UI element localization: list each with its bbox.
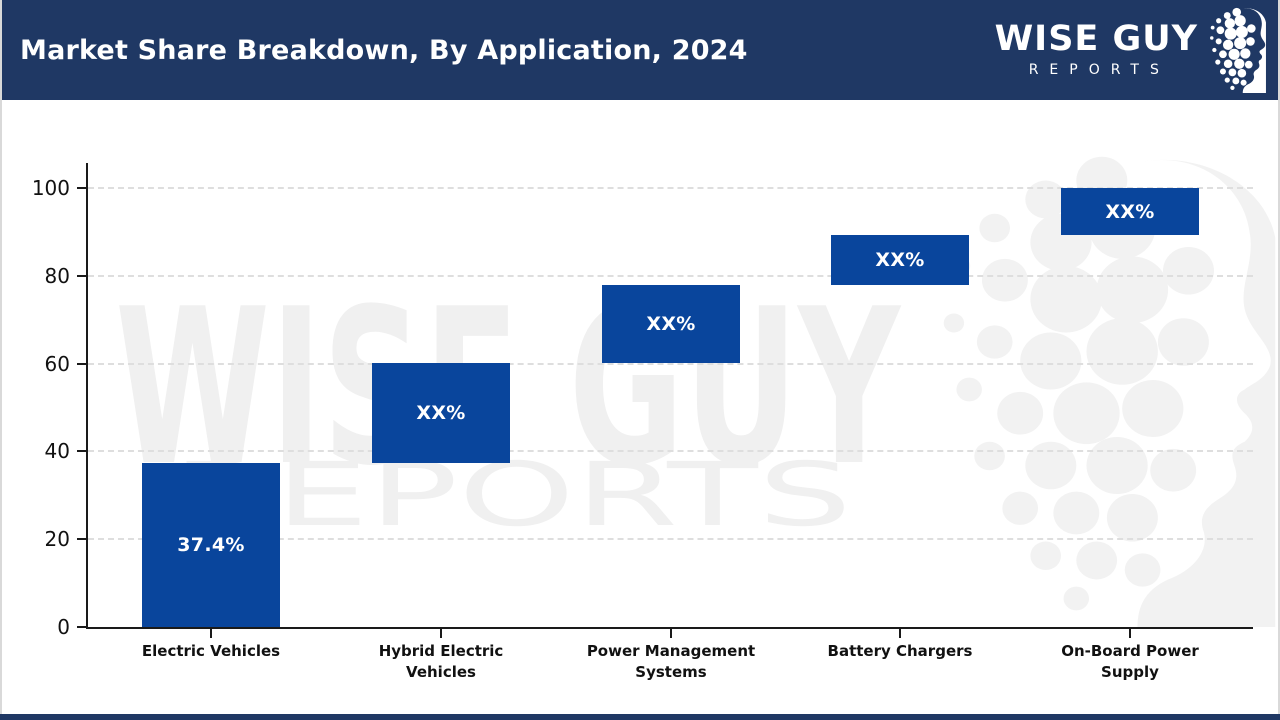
- y-tick-60: [77, 362, 86, 365]
- footer-accent-bar: [0, 714, 1280, 720]
- x-category-label-power-management-systems: Power Management Systems: [586, 642, 756, 681]
- x-axis: [86, 627, 1253, 629]
- y-tick-label-100: 100: [31, 176, 70, 200]
- bar-power-management-systems: XX%: [602, 285, 740, 363]
- chart-area: WISE GUY REPORTS 0 20 40 60 80 100 37.4% Electr…: [0, 100, 1280, 714]
- brand-logo: WISE GUY REPORTS: [995, 7, 1270, 93]
- bar-on-board-power-supply: XX%: [1061, 188, 1199, 236]
- bar-battery-chargers: XX%: [831, 235, 969, 286]
- logo-text: WISE GUY REPORTS: [994, 19, 1198, 79]
- bar-value-label-hybrid-electric-vehicles: XX%: [416, 401, 466, 424]
- bar-value-label-on-board-power-supply: XX%: [1105, 200, 1155, 223]
- x-tick-power-management-systems: [670, 629, 672, 638]
- x-tick-electric-vehicles: [210, 629, 212, 638]
- x-tick-battery-chargers: [899, 629, 901, 638]
- gridline-40: [88, 450, 1253, 453]
- dotted-face-icon: [1210, 7, 1266, 93]
- y-tick-40: [77, 450, 86, 453]
- y-tick-20: [77, 538, 86, 541]
- gridline-20: [88, 538, 1253, 541]
- x-category-label-hybrid-electric-vehicles: Hybrid Electric Vehicles: [378, 642, 504, 681]
- x-category-label-on-board-power-supply: On-Board Power Supply: [1061, 642, 1199, 681]
- y-tick-label-40: 40: [44, 439, 70, 464]
- bar-value-label-electric-vehicles: 37.4%: [177, 533, 245, 556]
- page-title: Market Share Breakdown, By Application, …: [20, 34, 748, 66]
- y-tick-label-60: 60: [44, 351, 70, 376]
- x-category-label-electric-vehicles: Electric Vehicles: [141, 642, 281, 660]
- x-tick-hybrid-electric-vehicles: [440, 629, 442, 638]
- y-axis: [86, 163, 88, 629]
- gridline-60: [88, 362, 1253, 365]
- gridline-100: [88, 187, 1253, 189]
- y-tick-label-0: 0: [57, 615, 70, 639]
- bar-electric-vehicles: 37.4%: [142, 462, 280, 627]
- y-tick-100: [77, 187, 86, 189]
- logo-wordmark: WISE GUY: [994, 19, 1198, 59]
- x-category-label-battery-chargers: Battery Chargers: [827, 642, 973, 660]
- y-tick-80: [77, 274, 86, 277]
- bar-hybrid-electric-vehicles: XX%: [372, 362, 510, 463]
- bar-value-label-battery-chargers: XX%: [875, 249, 925, 272]
- y-tick-0: [77, 626, 86, 628]
- logo-subtext: REPORTS: [1028, 62, 1170, 78]
- bar-value-label-power-management-systems: XX%: [646, 313, 696, 336]
- gridline-80: [88, 274, 1253, 277]
- y-tick-label-80: 80: [44, 263, 70, 288]
- watermark-subtext: REPORTS: [172, 443, 852, 546]
- header: Market Share Breakdown, By Application, …: [0, 0, 1280, 100]
- x-tick-on-board-power-supply: [1129, 629, 1131, 638]
- y-tick-label-20: 20: [44, 527, 70, 552]
